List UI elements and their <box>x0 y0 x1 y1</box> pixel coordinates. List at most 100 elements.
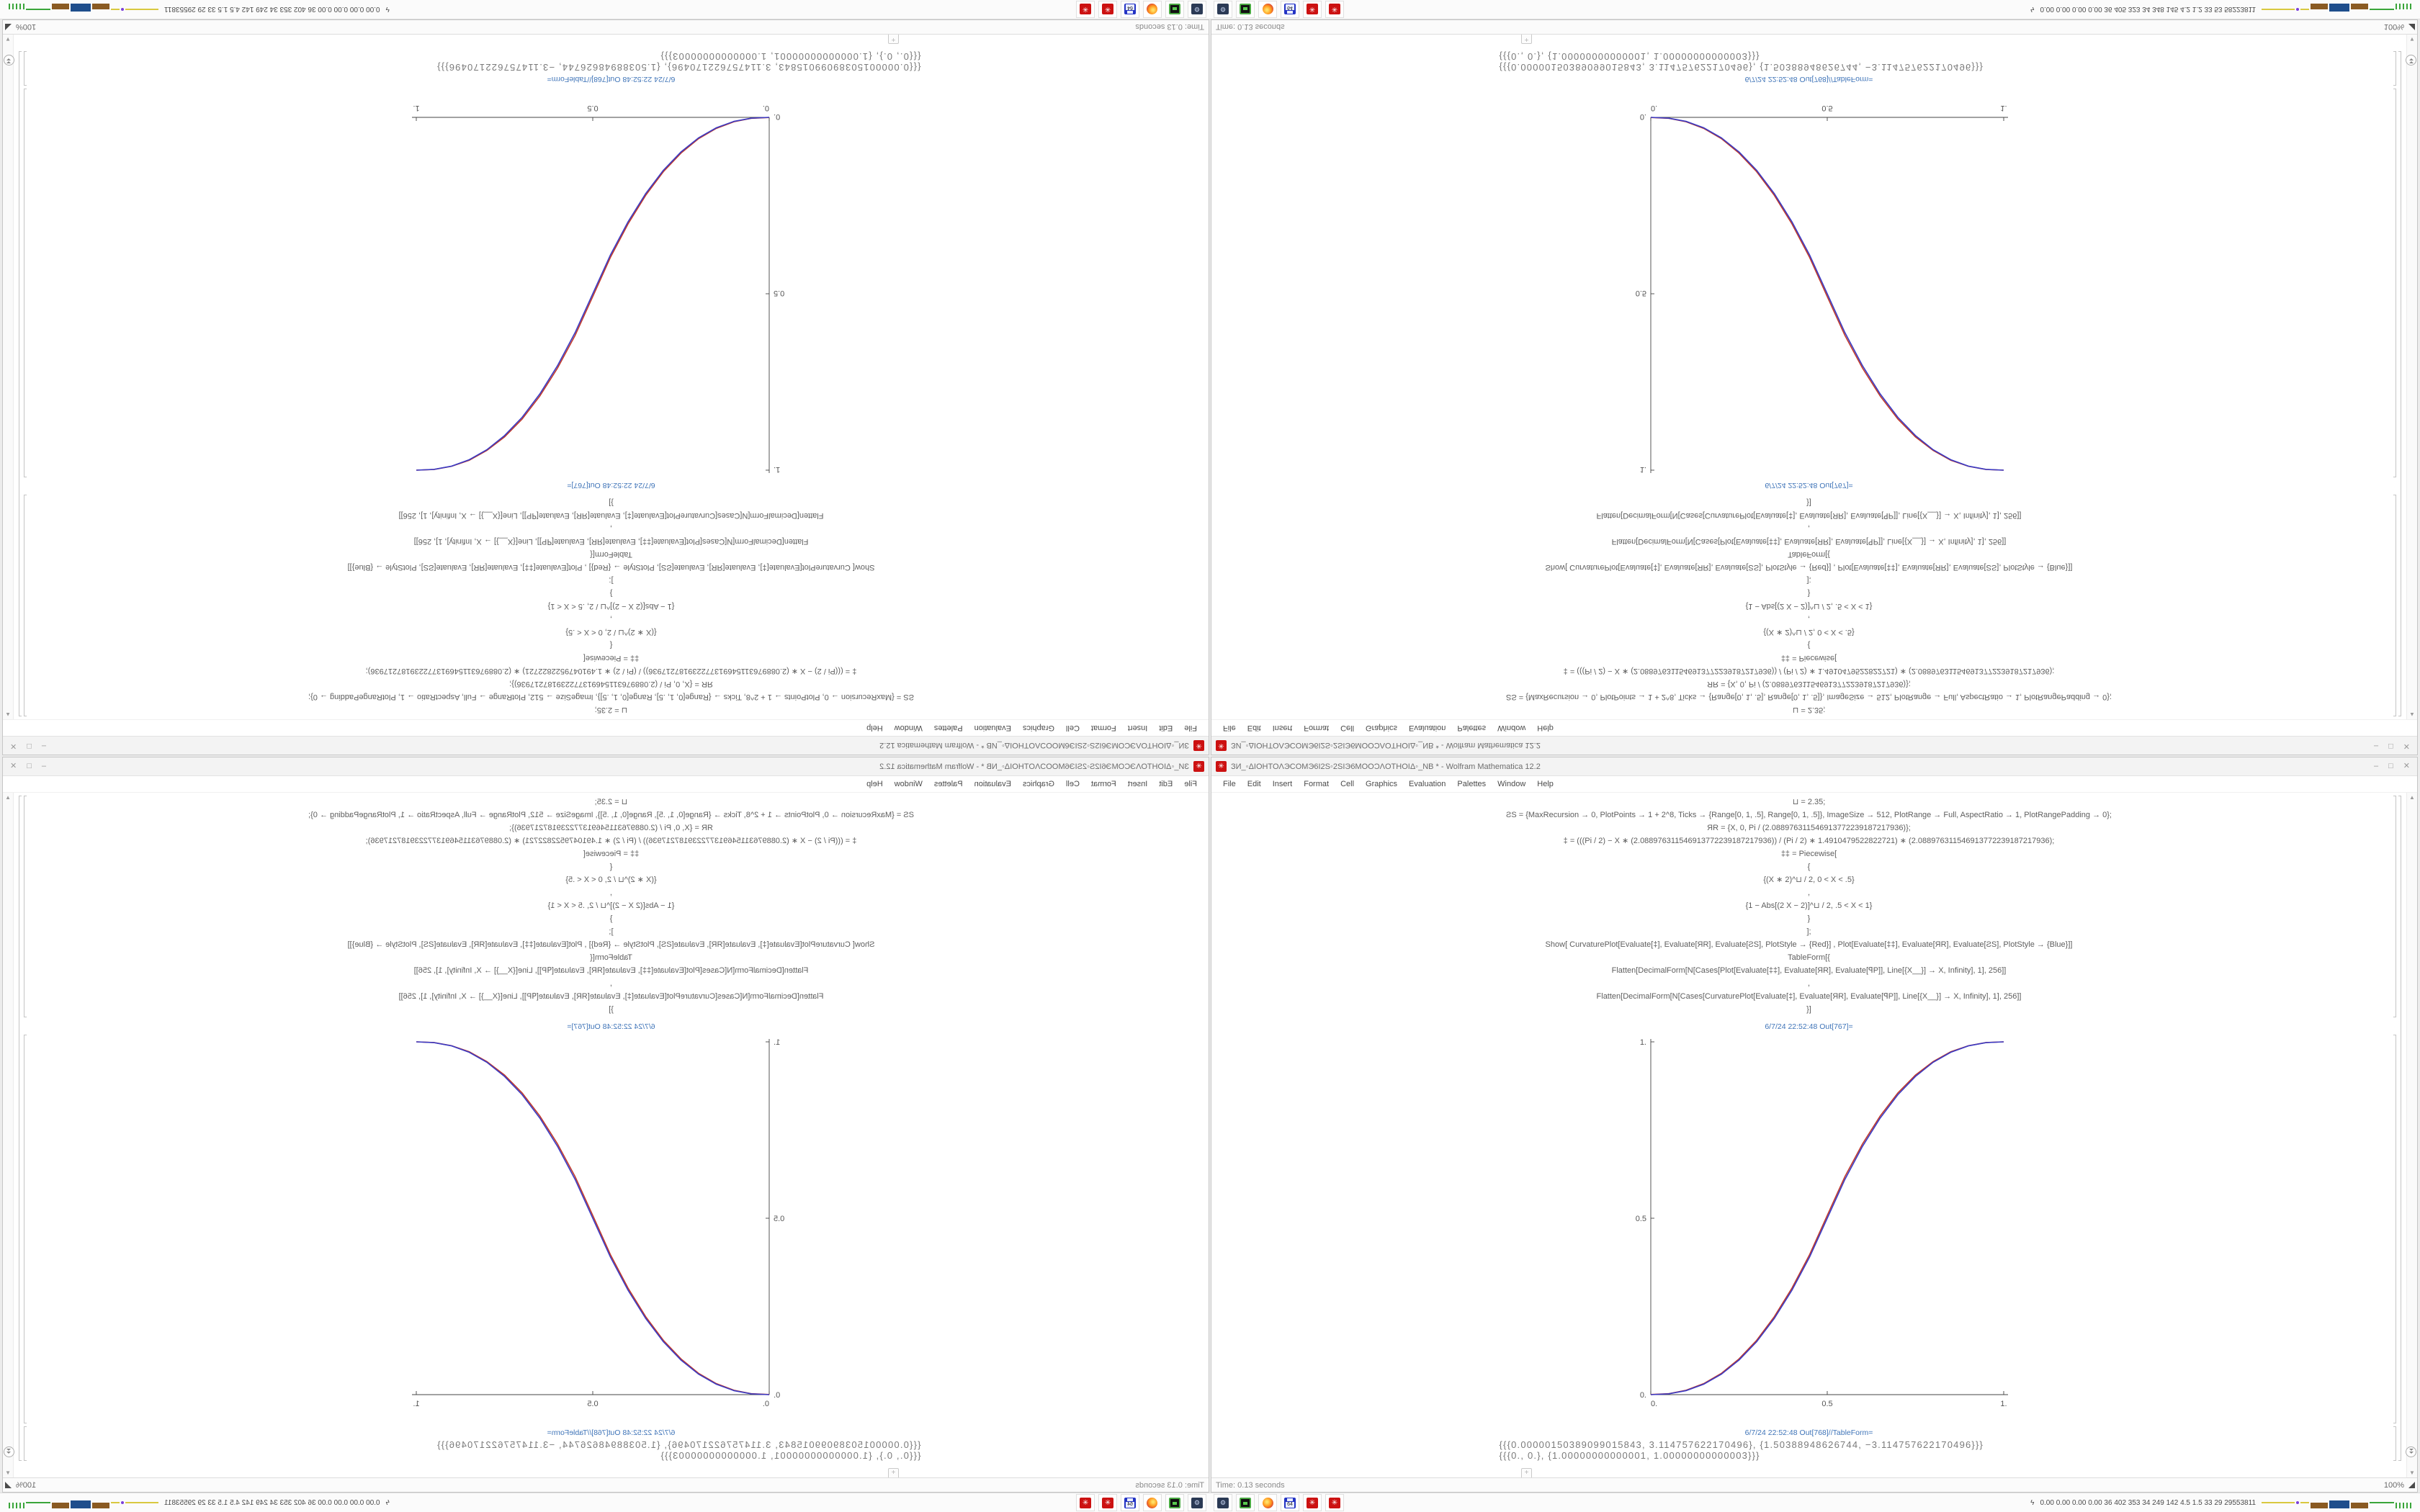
maximize-button[interactable]: □ <box>2388 762 2393 770</box>
cell-bracket-input[interactable] <box>2393 796 2396 1017</box>
minimize-button[interactable]: – <box>2374 762 2379 770</box>
taskbar-button[interactable] <box>1165 1494 1184 1511</box>
taskbar-button[interactable]: ⚙ <box>1214 1 1232 18</box>
insert-cell-button[interactable]: + <box>888 35 899 44</box>
menu-item-palettes[interactable]: Palettes <box>1457 724 1487 732</box>
minimize-button[interactable]: – <box>41 742 46 750</box>
input-code-cell[interactable]: ⊔ = 2.35; ƧS = {MaxRecursion → 0, PlotPoi… <box>14 496 1209 719</box>
menu-item-file[interactable]: File <box>1184 724 1197 732</box>
taskbar-button[interactable] <box>1143 1 1162 18</box>
menu-item-graphics[interactable]: Graphics <box>1366 724 1398 732</box>
minimize-button[interactable]: – <box>2374 742 2379 750</box>
taskbar-button[interactable]: 64 <box>1281 1494 1299 1511</box>
cell-bracket-group[interactable] <box>2398 51 2401 716</box>
menu-item-format[interactable]: Format <box>1090 724 1116 732</box>
magnification-control[interactable]: 100% <box>2383 22 2404 32</box>
maximize-button[interactable]: □ <box>27 762 32 770</box>
cell-bracket-plot-output[interactable] <box>2393 89 2396 477</box>
insert-cell-button[interactable]: + <box>1521 35 1532 44</box>
jump-to-end-icon[interactable] <box>2406 1446 2416 1457</box>
taskbar-button[interactable] <box>1165 1 1184 18</box>
close-button[interactable]: ✕ <box>2403 742 2410 750</box>
cell-bracket-table-output[interactable] <box>2393 1426 2396 1461</box>
taskbar-button[interactable]: ✳ <box>1076 1 1095 18</box>
scroll-down-icon[interactable]: ▼ <box>5 1470 11 1476</box>
menu-item-format[interactable]: Format <box>1304 724 1330 732</box>
menu-item-evaluation[interactable]: Evaluation <box>1409 780 1446 788</box>
scroll-up-icon[interactable]: ▲ <box>5 711 11 718</box>
jump-to-end-icon[interactable] <box>4 1446 14 1457</box>
menu-item-file[interactable]: File <box>1223 724 1236 732</box>
taskbar-button[interactable]: ✳ <box>1303 1494 1322 1511</box>
scroll-down-icon[interactable]: ▼ <box>5 36 11 42</box>
menu-item-cell[interactable]: Cell <box>1065 724 1080 732</box>
scroll-down-icon[interactable]: ▼ <box>2409 1470 2415 1476</box>
menu-item-insert[interactable]: Insert <box>1272 780 1293 788</box>
menu-item-window[interactable]: Window <box>1497 780 1526 788</box>
vertical-scrollbar[interactable]: ▲ ▼ <box>2406 35 2417 719</box>
menu-item-palettes[interactable]: Palettes <box>1457 780 1487 788</box>
maximize-button[interactable]: □ <box>2388 742 2393 750</box>
window-titlebar[interactable]: ✳ ЗИ_◦ΔIOHTOΛЭCOMЭ6I2S◦2SIЭ6MOOƆΛOTHOIΔ◦… <box>1211 757 2417 776</box>
menu-item-cell[interactable]: Cell <box>1065 780 1080 788</box>
jump-to-end-icon[interactable] <box>4 55 14 66</box>
menu-item-edit[interactable]: Edit <box>1159 724 1173 732</box>
menu-item-file[interactable]: File <box>1223 780 1236 788</box>
menu-item-edit[interactable]: Edit <box>1247 780 1261 788</box>
menu-item-help[interactable]: Help <box>1537 724 1554 732</box>
taskbar-button[interactable] <box>1258 1494 1277 1511</box>
magnification-control[interactable]: 100% <box>2383 1480 2404 1490</box>
input-code-cell[interactable]: ⊔ = 2.35; ƧS = {MaxRecursion → 0, PlotPoi… <box>14 793 1209 1016</box>
taskbar-button[interactable]: ⚙ <box>1188 1494 1206 1511</box>
menu-item-help[interactable]: Help <box>1537 780 1554 788</box>
cell-bracket-table-output[interactable] <box>24 1426 27 1461</box>
cell-bracket-input[interactable] <box>24 796 27 1017</box>
menu-item-format[interactable]: Format <box>1090 780 1116 788</box>
window-titlebar[interactable]: ✳ ЗИ_◦ΔIOHTOΛЭCOMЭ6I2S◦2SIЭ6MOOƆΛOTHOIΔ◦… <box>3 757 1209 776</box>
magnification-control[interactable]: 100% <box>16 1480 37 1490</box>
menu-item-insert[interactable]: Insert <box>1127 724 1148 732</box>
menu-item-help[interactable]: Help <box>866 724 883 732</box>
cell-bracket-table-output[interactable] <box>24 51 27 86</box>
insert-cell-button[interactable]: + <box>888 1468 899 1477</box>
minimize-button[interactable]: – <box>41 762 46 770</box>
vertical-scrollbar[interactable]: ▲ ▼ <box>2406 793 2417 1477</box>
resize-grip[interactable] <box>5 1482 12 1488</box>
taskbar-button[interactable]: ⚙ <box>1188 1 1206 18</box>
cell-bracket-group[interactable] <box>2398 796 2401 1461</box>
taskbar-button[interactable]: ✳ <box>1325 1494 1344 1511</box>
taskbar-button[interactable]: ✳ <box>1098 1 1117 18</box>
cell-bracket-table-output[interactable] <box>2393 51 2396 86</box>
resize-grip[interactable] <box>2408 1482 2415 1488</box>
menu-item-palettes[interactable]: Palettes <box>933 780 963 788</box>
taskbar-button[interactable]: ✳ <box>1076 1494 1095 1511</box>
scroll-up-icon[interactable]: ▲ <box>2409 794 2415 801</box>
menu-item-evaluation[interactable]: Evaluation <box>1409 724 1446 732</box>
input-code-cell[interactable]: ⊔ = 2.35; ƧS = {MaxRecursion → 0, PlotPoi… <box>1211 496 2406 719</box>
maximize-button[interactable]: □ <box>27 742 32 750</box>
cell-bracket-input[interactable] <box>24 495 27 716</box>
magnification-control[interactable]: 100% <box>16 22 37 32</box>
menu-item-format[interactable]: Format <box>1304 780 1330 788</box>
resize-grip[interactable] <box>2408 24 2415 30</box>
menu-item-edit[interactable]: Edit <box>1247 724 1261 732</box>
menu-item-palettes[interactable]: Palettes <box>933 724 963 732</box>
menu-item-window[interactable]: Window <box>894 780 923 788</box>
menu-item-evaluation[interactable]: Evaluation <box>974 780 1011 788</box>
menu-item-cell[interactable]: Cell <box>1340 724 1355 732</box>
window-titlebar[interactable]: ✳ ЗИ_◦ΔIOHTOΛЭCOMЭ6I2S◦2SIЭ6MOOƆΛOTHOIΔ◦… <box>3 736 1209 755</box>
scroll-up-icon[interactable]: ▲ <box>5 794 11 801</box>
vertical-scrollbar[interactable]: ▲ ▼ <box>3 793 14 1477</box>
menu-item-edit[interactable]: Edit <box>1159 780 1173 788</box>
taskbar-button[interactable] <box>1143 1494 1162 1511</box>
vertical-scrollbar[interactable]: ▲ ▼ <box>3 35 14 719</box>
cell-bracket-plot-output[interactable] <box>24 1035 27 1423</box>
close-button[interactable]: ✕ <box>2403 762 2410 770</box>
menu-item-graphics[interactable]: Graphics <box>1022 724 1054 732</box>
taskbar-button[interactable]: 64 <box>1121 1494 1139 1511</box>
cell-bracket-input[interactable] <box>2393 495 2396 716</box>
menu-item-evaluation[interactable]: Evaluation <box>974 724 1011 732</box>
menu-item-window[interactable]: Window <box>1497 724 1526 732</box>
close-button[interactable]: ✕ <box>10 742 17 750</box>
scroll-up-icon[interactable]: ▲ <box>2409 711 2415 718</box>
